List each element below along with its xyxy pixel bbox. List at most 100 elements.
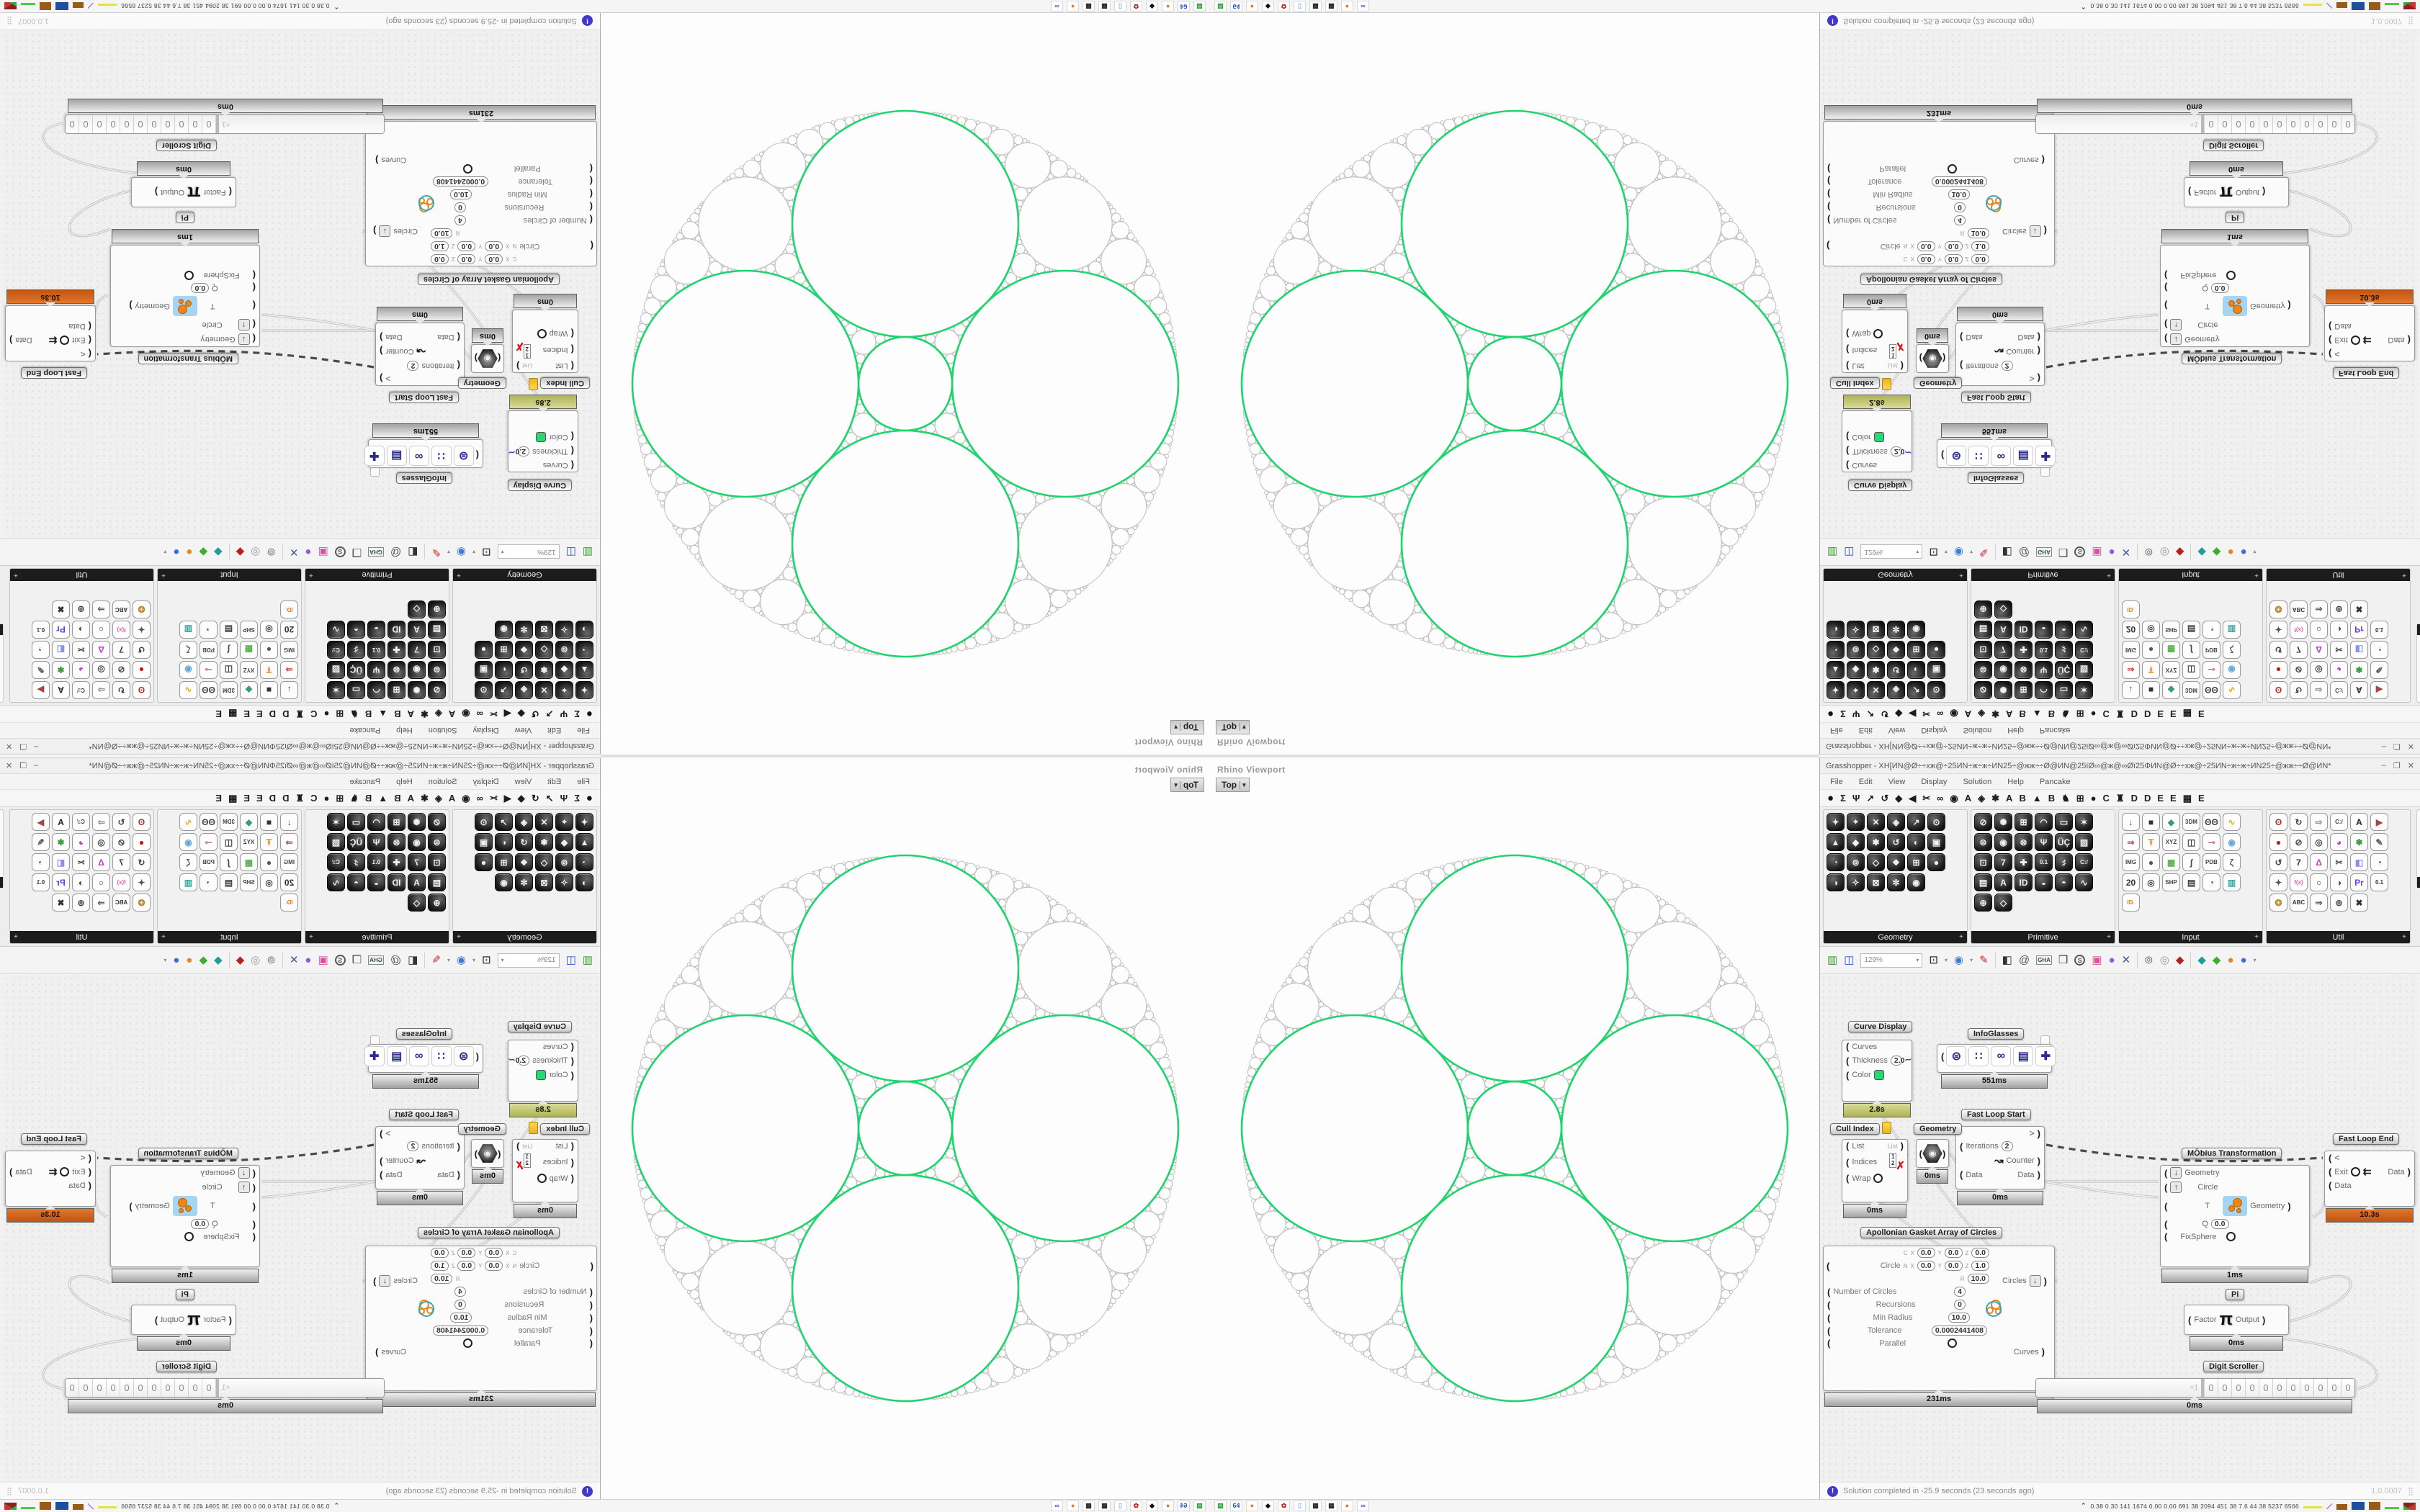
fast-loop-end-label[interactable]: Fast Loop End xyxy=(2333,367,2400,379)
gem-teal-button[interactable]: ◆ xyxy=(2197,546,2206,558)
component-icon[interactable]: ◐ xyxy=(1907,833,1925,851)
component-icon[interactable]: ◧ xyxy=(52,853,70,871)
component-icon[interactable]: ▤ xyxy=(428,873,446,891)
input-grip[interactable]: ( xyxy=(457,332,460,343)
component-icon[interactable]: ◉ xyxy=(408,661,426,679)
menu-display[interactable]: Display xyxy=(1921,726,1948,735)
flatten-icon[interactable]: ↓ xyxy=(2029,1275,2041,1287)
circle-ny[interactable]: 0.0 xyxy=(1944,241,1963,251)
mobius-label[interactable]: MÖbius Transformation xyxy=(2182,1148,2282,1159)
component-icon[interactable]: ▦ xyxy=(2162,853,2180,871)
component-icon[interactable]: ✚ xyxy=(387,641,405,659)
minimize-button[interactable]: – xyxy=(2381,742,2386,751)
component-tab[interactable]: Σ xyxy=(1840,793,1846,804)
component-icon[interactable]: IMG xyxy=(280,853,298,871)
component-icon[interactable]: ◆ xyxy=(1847,661,1865,679)
component-icon[interactable]: ✖ xyxy=(52,600,70,618)
curves-output[interactable]: Curves) xyxy=(375,1346,407,1357)
taskbar-app-icon[interactable]: ▤ xyxy=(1214,1,1227,12)
component-icon[interactable]: ● xyxy=(133,833,151,851)
component-icon[interactable]: ⇨ xyxy=(2310,813,2328,831)
spheres-gray-button[interactable]: ⊚ xyxy=(266,954,276,966)
scroller-digit[interactable]: 0 xyxy=(2286,115,2300,133)
input-grip[interactable]: ( xyxy=(475,450,479,462)
view-eye-button[interactable]: ◉ xyxy=(456,954,467,966)
component-icon[interactable]: ◑ xyxy=(1827,621,1845,639)
component-icon[interactable]: ΘΘ xyxy=(2202,681,2220,699)
component-icon[interactable]: ▨ xyxy=(327,833,345,851)
component-icon[interactable]: ◈ xyxy=(1887,681,1905,699)
note-tag-icon[interactable] xyxy=(529,378,538,390)
menu-view[interactable]: View xyxy=(514,726,532,735)
min-radius-value[interactable]: 10.0 xyxy=(450,1313,472,1323)
component-icon[interactable]: ID xyxy=(2015,873,2033,891)
input-grip[interactable]: ( xyxy=(252,333,256,345)
gem-orange-button[interactable]: ● xyxy=(2227,546,2234,558)
exit-toggle[interactable] xyxy=(2350,1167,2360,1176)
component-icon[interactable]: ⊘ xyxy=(112,661,130,679)
component-tab[interactable]: ● xyxy=(323,793,330,804)
component-icon[interactable]: ⇒ xyxy=(2310,600,2328,618)
component-icon[interactable]: 0.1 xyxy=(367,641,385,659)
component-icon[interactable]: ✦ xyxy=(2269,621,2287,639)
output-grip[interactable]: ) xyxy=(2407,335,2411,346)
component-icon[interactable]: ◔ xyxy=(32,641,50,659)
output-grip[interactable]: ) xyxy=(380,346,383,357)
component-icon[interactable]: ⊗ xyxy=(2015,661,2033,679)
component-tab[interactable]: ♜ xyxy=(295,708,305,719)
component-icon[interactable]: Ψ xyxy=(2035,661,2053,679)
fast-loop-end-label[interactable]: Fast Loop End xyxy=(2333,1133,2400,1145)
infoglasses-icon[interactable]: ▤ xyxy=(2013,446,2034,466)
input-grip[interactable]: ( xyxy=(1846,460,1850,471)
fixsphere-toggle[interactable] xyxy=(2226,1232,2236,1241)
taskbar-app-icon[interactable]: ∞ xyxy=(1051,1500,1063,1511)
component-icon[interactable]: ⊚ xyxy=(1847,853,1865,871)
scroller-digit[interactable]: 0 xyxy=(2341,1379,2354,1397)
component-icon[interactable]: ΘΘ xyxy=(200,813,218,831)
input-grip[interactable]: ( xyxy=(2188,1314,2192,1326)
component-icon[interactable]: ΘΘ xyxy=(200,681,218,699)
component-icon[interactable]: ∿ xyxy=(2075,621,2093,639)
component-icon[interactable]: ⊡ xyxy=(428,641,446,659)
component-icon[interactable]: ∫ xyxy=(2182,641,2200,659)
circle-r[interactable]: 10.0 xyxy=(431,228,453,238)
input-grip[interactable]: ( xyxy=(1846,361,1850,372)
component-icon[interactable]: ∿ xyxy=(2223,813,2241,831)
input-grip[interactable]: ( xyxy=(2164,1218,2168,1230)
input-grip[interactable]: ( xyxy=(88,335,91,346)
gem-blue-button[interactable]: ● xyxy=(2240,954,2247,966)
component-icon[interactable]: f(x) xyxy=(2290,621,2308,639)
component-icon[interactable]: ✼ xyxy=(515,873,533,891)
input-grip[interactable]: ( xyxy=(1827,163,1831,174)
thickness-value[interactable]: 2.0 xyxy=(516,446,530,456)
input-grip[interactable]: ( xyxy=(498,353,501,364)
tolerance-value[interactable]: 0.0002441408 xyxy=(433,1326,489,1336)
menu-file[interactable]: File xyxy=(577,777,590,786)
rings-button[interactable]: ◎ xyxy=(251,954,261,966)
input-grip[interactable]: ( xyxy=(1960,360,1963,372)
menu-help[interactable]: Help xyxy=(2007,726,2024,735)
component-tab[interactable]: ▦ xyxy=(228,708,238,719)
component-icon[interactable]: 20 xyxy=(280,873,298,891)
input-grip[interactable]: ( xyxy=(1827,1260,1830,1272)
gem-orange-button[interactable]: ● xyxy=(186,546,193,558)
component-icon[interactable]: ◑ xyxy=(2330,621,2348,639)
fixsphere-toggle[interactable] xyxy=(2226,271,2236,280)
infoglasses-icon[interactable]: ∞ xyxy=(1991,446,2012,466)
component-icon[interactable]: ▲ xyxy=(1827,661,1845,679)
component-icon[interactable]: ○ xyxy=(92,873,110,891)
component-icon[interactable]: 3DM xyxy=(2182,681,2200,699)
component-icon[interactable]: ♯ xyxy=(347,641,365,659)
component-icon[interactable]: ◆ xyxy=(555,661,573,679)
input-grip[interactable]: ( xyxy=(589,202,593,213)
input-grip[interactable]: ( xyxy=(1846,1173,1850,1184)
component-icon[interactable]: ✱ xyxy=(1867,833,1885,851)
component-icon[interactable]: ▨ xyxy=(2075,833,2093,851)
geometry-param-label[interactable]: Geometry xyxy=(1914,377,1963,389)
component-icon[interactable]: ■ xyxy=(260,681,278,699)
component-icon[interactable]: XYZ xyxy=(2162,661,2180,679)
component-icon[interactable]: 7 xyxy=(112,853,130,871)
component-icon[interactable]: ⊚ xyxy=(2330,600,2348,618)
component-tab[interactable]: ● xyxy=(1827,792,1834,804)
component-tab[interactable]: ♞ xyxy=(2061,793,2070,804)
